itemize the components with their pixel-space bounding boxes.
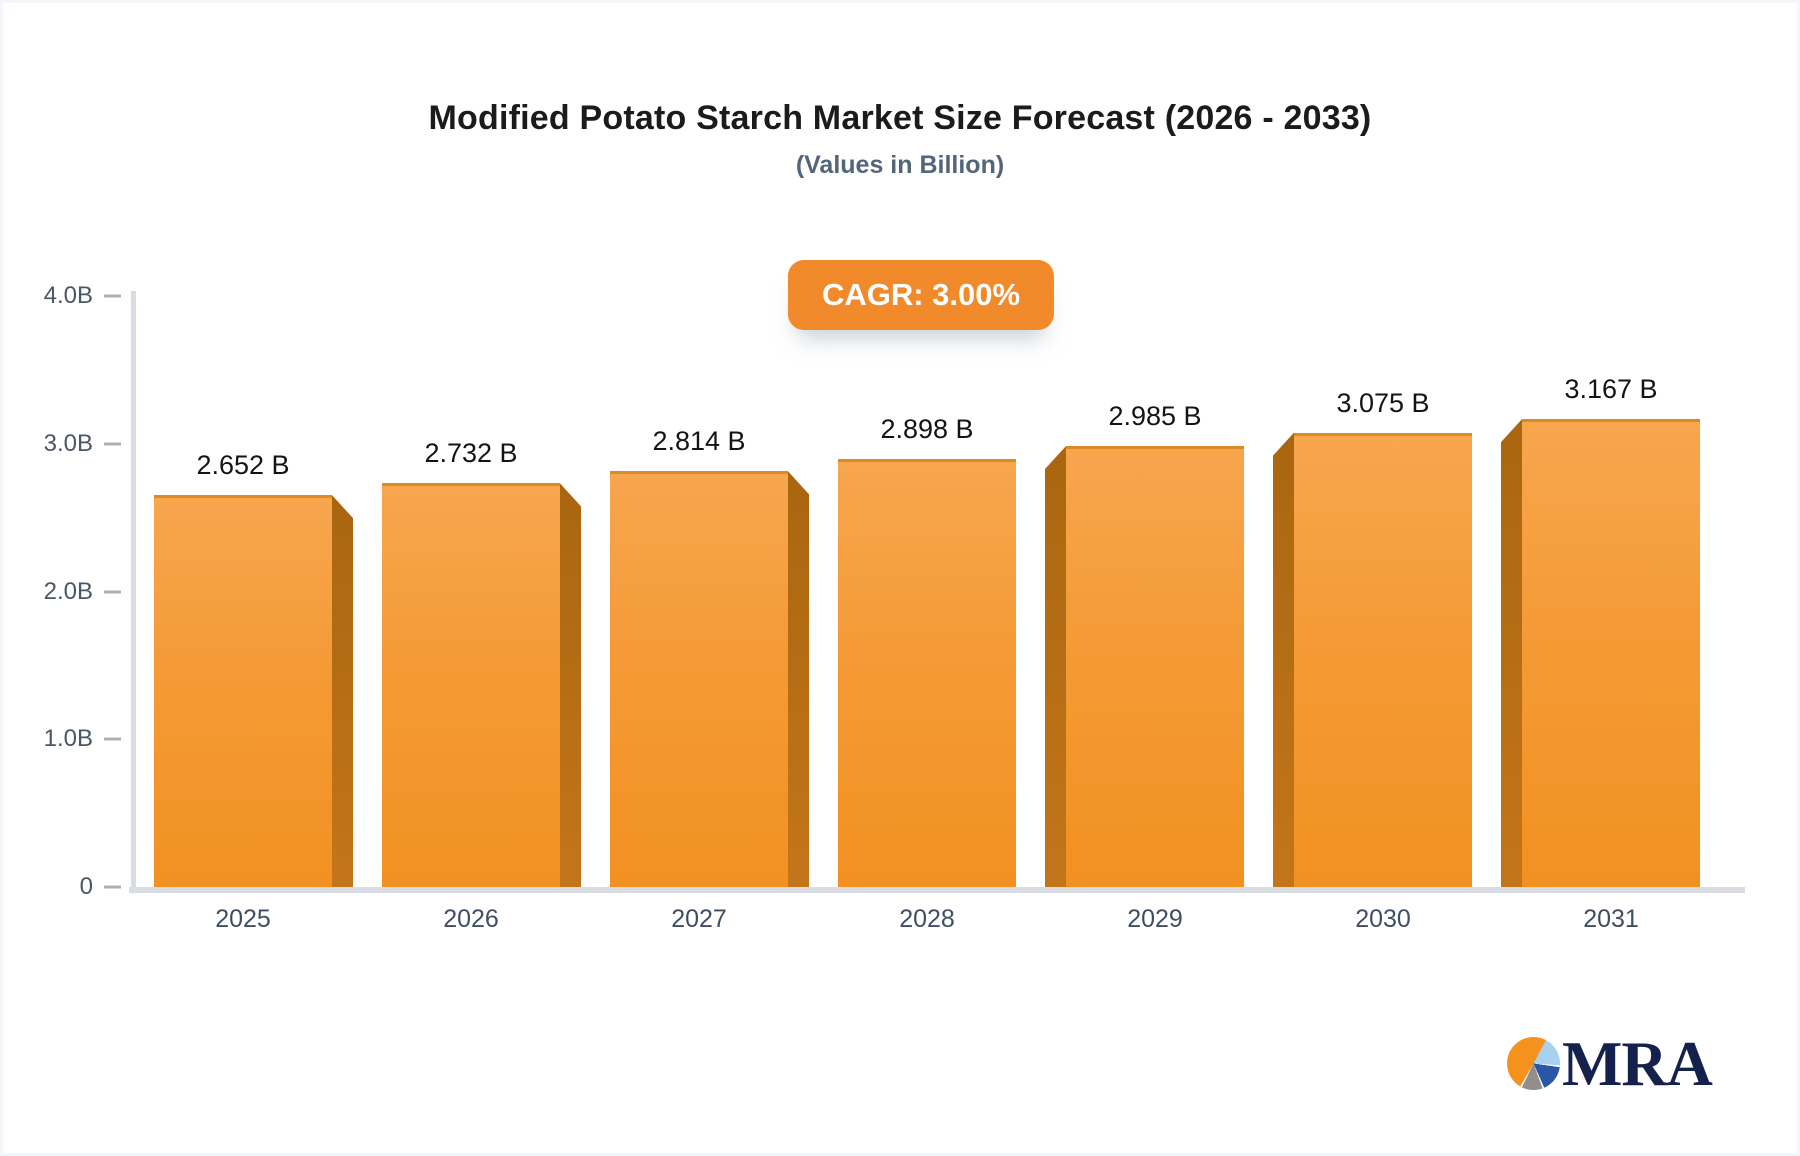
x-axis-label: 2030 xyxy=(1355,905,1411,933)
chart-title: Modified Potato Starch Market Size Forec… xyxy=(428,99,1372,137)
y-tick-label: 4.0B xyxy=(43,282,93,309)
y-tick-mark xyxy=(104,442,121,446)
bar-value-label: 3.167 B xyxy=(1564,374,1658,405)
y-tick-label: 2.0B xyxy=(43,577,93,605)
bar-value-label: 2.898 B xyxy=(880,413,974,444)
x-axis-label: 2025 xyxy=(215,905,271,933)
bar-3d-side xyxy=(1501,419,1522,887)
y-tick-mark xyxy=(104,294,121,298)
bar-2029 xyxy=(1066,445,1244,887)
bar-3d-side xyxy=(560,483,581,887)
y-tick-label: 1.0B xyxy=(43,725,93,753)
logo-text: MRA xyxy=(1562,1028,1713,1099)
bar-value-label: 3.075 B xyxy=(1336,387,1430,418)
cagr-badge: CAGR: 3.00% xyxy=(787,260,1055,330)
chart-subtitle: (Values in Billion) xyxy=(795,151,1005,179)
y-tick-mark xyxy=(104,737,121,741)
x-axis-line xyxy=(129,887,1745,893)
bar-2031 xyxy=(1522,419,1700,887)
x-axis-label: 2031 xyxy=(1583,905,1639,933)
x-axis-label: 2027 xyxy=(671,905,727,933)
y-tick-mark xyxy=(104,885,121,889)
pie-chart-icon xyxy=(1507,1037,1560,1090)
y-axis-line xyxy=(131,291,136,887)
x-axis-label: 2026 xyxy=(443,905,499,933)
bar-chart: 4.0B 3.0B 2.0B 1.0B 0 2.652 B 2.732 B 2.814 B 2… xyxy=(3,3,1797,1153)
bar-2028 xyxy=(838,458,1016,887)
y-tick-label: 0 xyxy=(79,873,93,900)
x-axis-label: 2029 xyxy=(1127,905,1183,933)
bar-value-label: 2.985 B xyxy=(1108,400,1202,431)
bar-2030 xyxy=(1294,432,1472,887)
bar-value-label: 2.732 B xyxy=(424,438,518,469)
x-axis-label: 2028 xyxy=(899,905,955,933)
bar-2025 xyxy=(154,495,332,887)
bar-3d-side xyxy=(788,471,809,887)
y-tick-mark xyxy=(104,590,121,593)
bar-3d-side xyxy=(1045,445,1066,887)
bar-3d-side xyxy=(1273,432,1294,887)
bar-2026 xyxy=(382,483,560,887)
bar-3d-side xyxy=(332,495,353,887)
bar-value-label: 2.814 B xyxy=(652,426,746,457)
bar-value-label: 2.652 B xyxy=(196,450,290,481)
bar-2027 xyxy=(610,471,788,887)
mra-logo: MRA xyxy=(1507,1028,1713,1099)
y-tick-label: 3.0B xyxy=(43,429,93,457)
